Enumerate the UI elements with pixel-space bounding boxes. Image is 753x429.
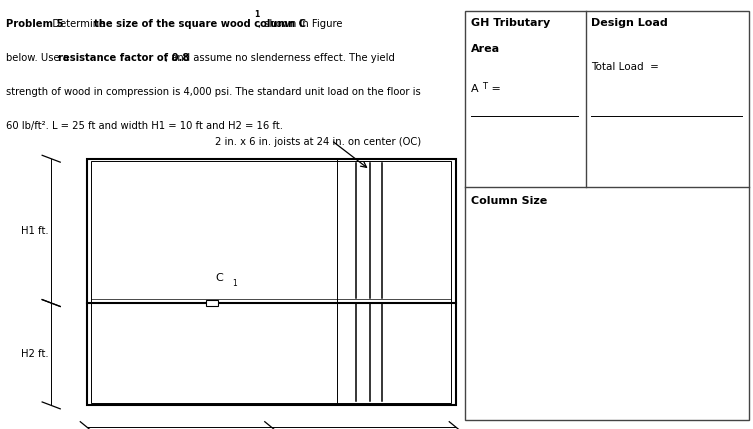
Text: 2 in. x 6 in. joists at 24 in. on center (OC): 2 in. x 6 in. joists at 24 in. on center… (215, 137, 421, 148)
Text: Problem 5: Problem 5 (6, 19, 63, 29)
Text: T: T (482, 82, 487, 91)
Text: strength of wood in compression is 4,000 psi. The standard unit load on the floo: strength of wood in compression is 4,000… (6, 87, 421, 97)
Text: =: = (488, 84, 501, 94)
Text: 1: 1 (255, 10, 260, 19)
Text: C: C (216, 273, 224, 283)
Text: the size of the square wood column C: the size of the square wood column C (93, 19, 306, 29)
Text: , and assume no slenderness effect. The yield: , and assume no slenderness effect. The … (165, 53, 395, 63)
Text: GH Tributary: GH Tributary (471, 18, 550, 28)
Text: Column Size: Column Size (471, 196, 547, 206)
Text: below. Use a: below. Use a (6, 53, 72, 63)
Bar (91, 161, 451, 403)
Text: , shown in Figure: , shown in Figure (258, 19, 343, 29)
Text: resistance factor of 0.8: resistance factor of 0.8 (57, 53, 189, 63)
Text: : Determine: : Determine (46, 19, 108, 29)
Text: 60 lb/ft². L = 25 ft and width H1 = 10 ft and H2 = 16 ft.: 60 lb/ft². L = 25 ft and width H1 = 10 f… (6, 121, 283, 131)
Text: Design Load: Design Load (591, 18, 668, 28)
Text: H2 ft.: H2 ft. (20, 349, 48, 359)
Text: 1: 1 (233, 279, 237, 288)
Text: Area: Area (471, 44, 500, 54)
Bar (87, 159, 456, 405)
Text: Total Load  =: Total Load = (591, 62, 659, 72)
Bar (465, 11, 749, 420)
Text: H1 ft.: H1 ft. (20, 226, 48, 236)
Text: A: A (471, 84, 478, 94)
Bar (206, 300, 218, 306)
